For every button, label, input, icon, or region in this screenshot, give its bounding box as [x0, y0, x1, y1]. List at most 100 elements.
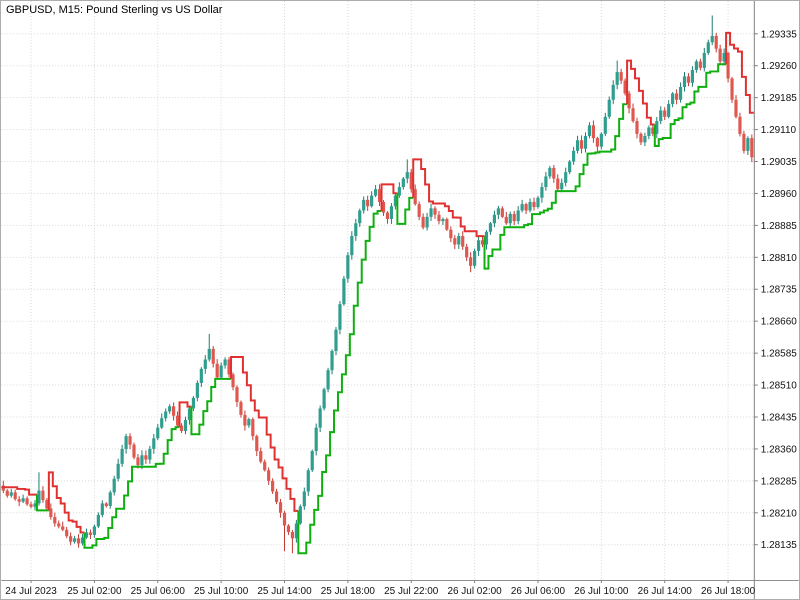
time-tick-label: 26 Jul 14:00 — [638, 586, 693, 597]
candle-body — [575, 140, 580, 151]
trend-indicator — [1, 31, 754, 555]
candle-body — [421, 216, 425, 228]
candle — [409, 168, 413, 193]
candle-body — [500, 208, 504, 217]
candle — [100, 500, 104, 518]
time-axis[interactable]: 24 Jul 2023 25 Jul 02:00 25 Jul 06:00 25 Ju… — [5, 580, 756, 597]
candle — [441, 217, 445, 225]
candle — [175, 411, 180, 428]
candle-body — [528, 201, 532, 211]
candle-body — [556, 178, 560, 190]
price-tick-label: 1.28585 — [761, 349, 797, 360]
candle — [710, 15, 714, 46]
candle-body — [5, 490, 9, 496]
candle-body — [433, 208, 437, 215]
candle — [326, 367, 330, 393]
candle — [358, 208, 362, 227]
price-tick-label: 1.29260 — [761, 61, 797, 72]
grid-layer — [1, 1, 754, 581]
candle — [211, 346, 215, 368]
candle — [397, 182, 401, 198]
candle — [524, 202, 528, 215]
trend-indicator-line — [396, 193, 414, 225]
candle — [183, 416, 188, 435]
candle — [290, 529, 295, 554]
candle-body — [425, 216, 429, 228]
time-tick-label: 26 Jul 02:00 — [447, 586, 502, 597]
candle — [172, 402, 176, 421]
candle — [682, 72, 687, 92]
candle-body — [544, 176, 548, 188]
candle — [227, 357, 231, 378]
candle-body — [702, 52, 706, 68]
candle-body — [639, 133, 643, 143]
candle — [401, 176, 405, 190]
candle — [631, 103, 635, 123]
candle — [587, 122, 592, 139]
candle-body — [520, 204, 524, 211]
candle — [148, 445, 152, 464]
candle — [314, 423, 318, 456]
candle-body — [76, 538, 81, 544]
candle — [322, 387, 326, 411]
candle — [366, 195, 370, 211]
candle-body — [314, 427, 318, 452]
candle-body — [469, 257, 473, 266]
candle — [706, 39, 710, 56]
candle-body — [49, 508, 53, 518]
candle-body — [738, 116, 742, 134]
candle-body — [465, 246, 469, 258]
candle — [615, 60, 619, 90]
candle-body — [381, 201, 386, 213]
candle-body — [195, 382, 199, 398]
candle — [651, 124, 655, 137]
candle — [203, 355, 207, 374]
candle-body — [251, 419, 255, 437]
candle-body — [116, 463, 120, 479]
candle-body — [278, 502, 283, 513]
candle — [686, 73, 691, 87]
candle — [124, 433, 128, 454]
candle — [718, 44, 722, 65]
candle-body — [88, 532, 93, 535]
candle — [433, 206, 437, 219]
candle-body — [393, 195, 397, 207]
candle-body — [179, 425, 184, 432]
trend-indicator-line — [190, 377, 232, 436]
candle-body — [235, 387, 239, 403]
candle — [536, 195, 540, 209]
candle-body — [263, 461, 267, 471]
price-tick-label: 1.29035 — [761, 157, 797, 168]
candle-body — [65, 529, 69, 537]
candle — [453, 235, 457, 250]
candle-body — [560, 182, 564, 190]
candle-body — [274, 491, 279, 503]
candle — [655, 117, 659, 138]
candle — [274, 488, 279, 505]
candle-body — [29, 504, 33, 507]
candle — [484, 230, 489, 250]
price-tick-label: 1.29335 — [761, 29, 797, 40]
price-tick-label: 1.28285 — [761, 476, 797, 487]
candle-body — [57, 523, 61, 527]
candle-body — [239, 402, 243, 415]
candle — [350, 231, 354, 260]
candle-body — [437, 214, 441, 222]
candle-body — [53, 517, 57, 524]
candle — [528, 198, 532, 213]
candle-body — [599, 133, 603, 147]
candle-body — [548, 167, 552, 177]
candle — [575, 135, 580, 154]
candle-body — [457, 236, 461, 245]
candle-body — [290, 531, 295, 539]
price-tick-label: 1.28660 — [761, 317, 797, 328]
candle — [643, 132, 647, 147]
candle-body — [227, 359, 231, 375]
candle-body — [350, 236, 354, 256]
candle-body — [346, 255, 350, 279]
candle — [88, 529, 93, 540]
candle — [330, 349, 334, 375]
price-axis[interactable]: 1.29335 1.29260 1.29185 1.29110 1.29035 1.289… — [753, 29, 797, 551]
candle-body — [572, 150, 576, 162]
